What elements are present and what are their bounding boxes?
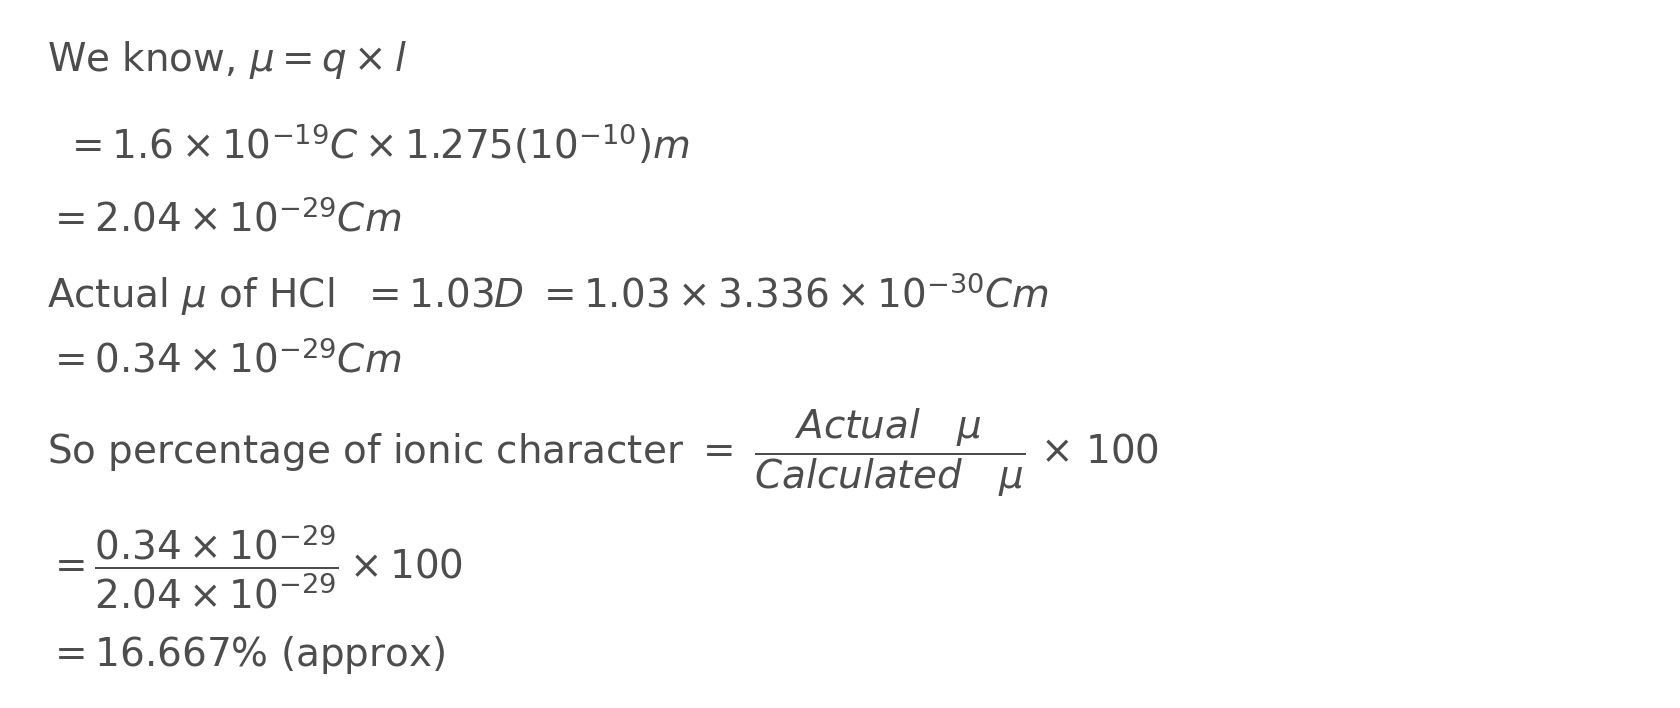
Text: $=16.667\%$ (approx): $=16.667\%$ (approx) bbox=[47, 634, 445, 676]
Text: $=0.34 \times 10^{-29}Cm$: $=0.34 \times 10^{-29}Cm$ bbox=[47, 341, 402, 381]
Text: We know, $\mu = q \times l$: We know, $\mu = q \times l$ bbox=[47, 39, 407, 81]
Text: Actual $\mu$ of HCl  $= 1.03D$ $= 1.03 \times 3.336 \times 10^{-30}Cm$: Actual $\mu$ of HCl $= 1.03D$ $= 1.03 \t… bbox=[47, 270, 1050, 318]
Text: $=1.6 \times 10^{-19}C \times 1.275(10^{-10})m$: $=1.6 \times 10^{-19}C \times 1.275(10^{… bbox=[64, 122, 689, 168]
Text: $=\dfrac{0.34 \times 10^{-29}}{2.04 \times 10^{-29}} \times 100$: $=\dfrac{0.34 \times 10^{-29}}{2.04 \tim… bbox=[47, 522, 464, 611]
Text: So percentage of ionic character $=$ $\dfrac{\mathit{Actual} \quad \mathit{\mu}}: So percentage of ionic character $=$ $\d… bbox=[47, 407, 1159, 499]
Text: $=2.04 \times 10^{-29}Cm$: $=2.04 \times 10^{-29}Cm$ bbox=[47, 200, 402, 239]
